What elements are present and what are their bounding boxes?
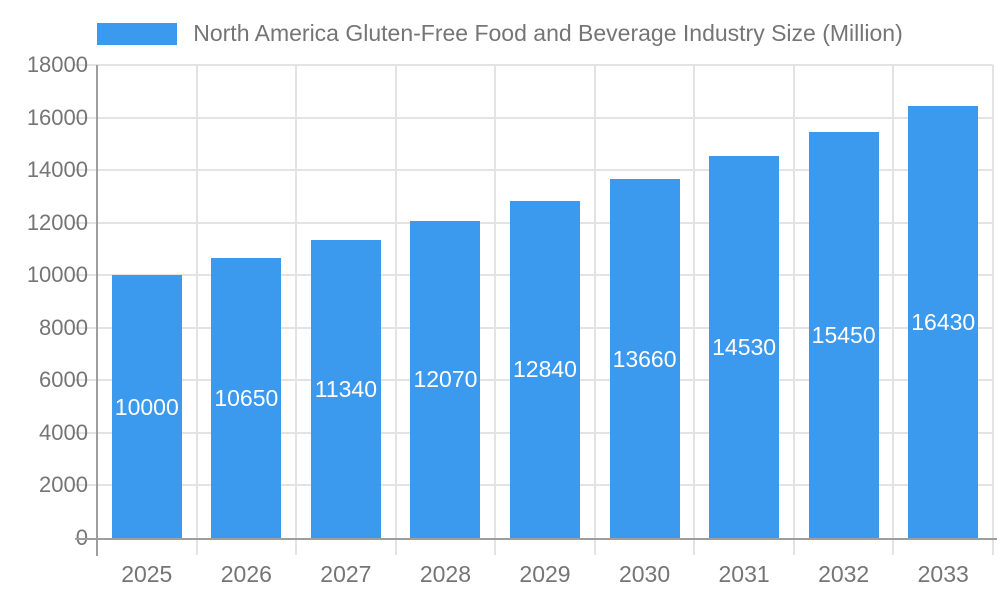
bar-value-label: 14530 bbox=[712, 334, 777, 361]
h-gridline bbox=[97, 116, 993, 119]
y-tick-label: 4000 bbox=[39, 419, 88, 445]
legend: North America Gluten-Free Food and Bever… bbox=[0, 20, 1000, 47]
x-tick-label: 2033 bbox=[917, 561, 969, 587]
x-axis-line bbox=[75, 538, 997, 540]
x-axis-tick bbox=[992, 538, 994, 555]
bar-value-label: 16430 bbox=[911, 309, 976, 336]
bar bbox=[111, 275, 182, 538]
h-gridline bbox=[97, 169, 993, 172]
bar bbox=[310, 240, 381, 538]
v-gridline bbox=[295, 65, 298, 538]
x-axis-tick bbox=[892, 538, 895, 555]
bar-value-label: 13660 bbox=[612, 345, 677, 372]
y-axis-tick bbox=[75, 431, 97, 434]
y-tick-label: 8000 bbox=[39, 314, 88, 340]
y-tick-label: 16000 bbox=[26, 104, 88, 130]
bar bbox=[510, 200, 580, 538]
bar-value-label: 12070 bbox=[413, 366, 478, 393]
x-axis-tick bbox=[295, 538, 298, 555]
x-tick-label: 2026 bbox=[220, 561, 272, 587]
x-axis-tick bbox=[494, 538, 497, 555]
bar-value-label: 11340 bbox=[314, 376, 377, 402]
v-gridline bbox=[693, 65, 696, 538]
bar bbox=[808, 132, 879, 538]
bar bbox=[410, 220, 481, 538]
x-tick-label: 2030 bbox=[618, 561, 671, 587]
v-gridline bbox=[892, 65, 895, 538]
y-axis-tick bbox=[75, 64, 97, 66]
y-axis-tick bbox=[75, 221, 97, 224]
y-tick-label: 12000 bbox=[26, 209, 88, 235]
y-axis-tick bbox=[75, 274, 97, 277]
x-tick-label: 2027 bbox=[320, 561, 372, 587]
x-axis-tick bbox=[693, 538, 696, 555]
h-gridline bbox=[97, 64, 993, 66]
y-axis-tick bbox=[75, 326, 97, 329]
x-axis-tick bbox=[394, 538, 397, 555]
legend-label: North America Gluten-Free Food and Bever… bbox=[193, 20, 903, 46]
y-axis-tick bbox=[75, 116, 97, 119]
y-tick-label: 2000 bbox=[39, 472, 88, 498]
y-tick-label: 18000 bbox=[26, 52, 88, 77]
y-axis-tick bbox=[75, 484, 97, 487]
bar-value-label: 12840 bbox=[513, 356, 577, 383]
y-tick-label: 6000 bbox=[39, 367, 88, 393]
v-gridline bbox=[792, 65, 795, 538]
bar bbox=[211, 258, 282, 538]
bar bbox=[908, 106, 979, 538]
x-tick-label: 2025 bbox=[121, 561, 173, 587]
x-axis-tick bbox=[593, 538, 596, 555]
y-tick-label: 0 bbox=[18, 526, 88, 550]
y-tick-label: 10000 bbox=[26, 262, 88, 288]
x-tick-label: 2028 bbox=[419, 561, 472, 587]
bar bbox=[609, 179, 680, 538]
v-gridline bbox=[593, 65, 596, 538]
legend-swatch bbox=[97, 22, 178, 45]
v-gridline bbox=[394, 65, 397, 538]
y-axis-line bbox=[96, 65, 98, 556]
bar-value-label: 10000 bbox=[114, 393, 179, 420]
v-gridline bbox=[494, 65, 497, 538]
x-axis-tick bbox=[792, 538, 795, 555]
y-axis-tick bbox=[75, 169, 97, 172]
v-gridline bbox=[992, 65, 994, 538]
x-tick-label: 2029 bbox=[519, 561, 571, 587]
y-axis-tick bbox=[75, 379, 97, 382]
x-axis-tick bbox=[195, 538, 198, 555]
bar-value-label: 10650 bbox=[214, 385, 279, 412]
bar-value-label: 15450 bbox=[811, 322, 876, 348]
x-tick-label: 2032 bbox=[818, 561, 870, 587]
bar bbox=[709, 156, 780, 538]
y-tick-label: 14000 bbox=[26, 157, 88, 183]
x-tick-label: 2031 bbox=[718, 561, 770, 587]
v-gridline bbox=[195, 65, 198, 538]
